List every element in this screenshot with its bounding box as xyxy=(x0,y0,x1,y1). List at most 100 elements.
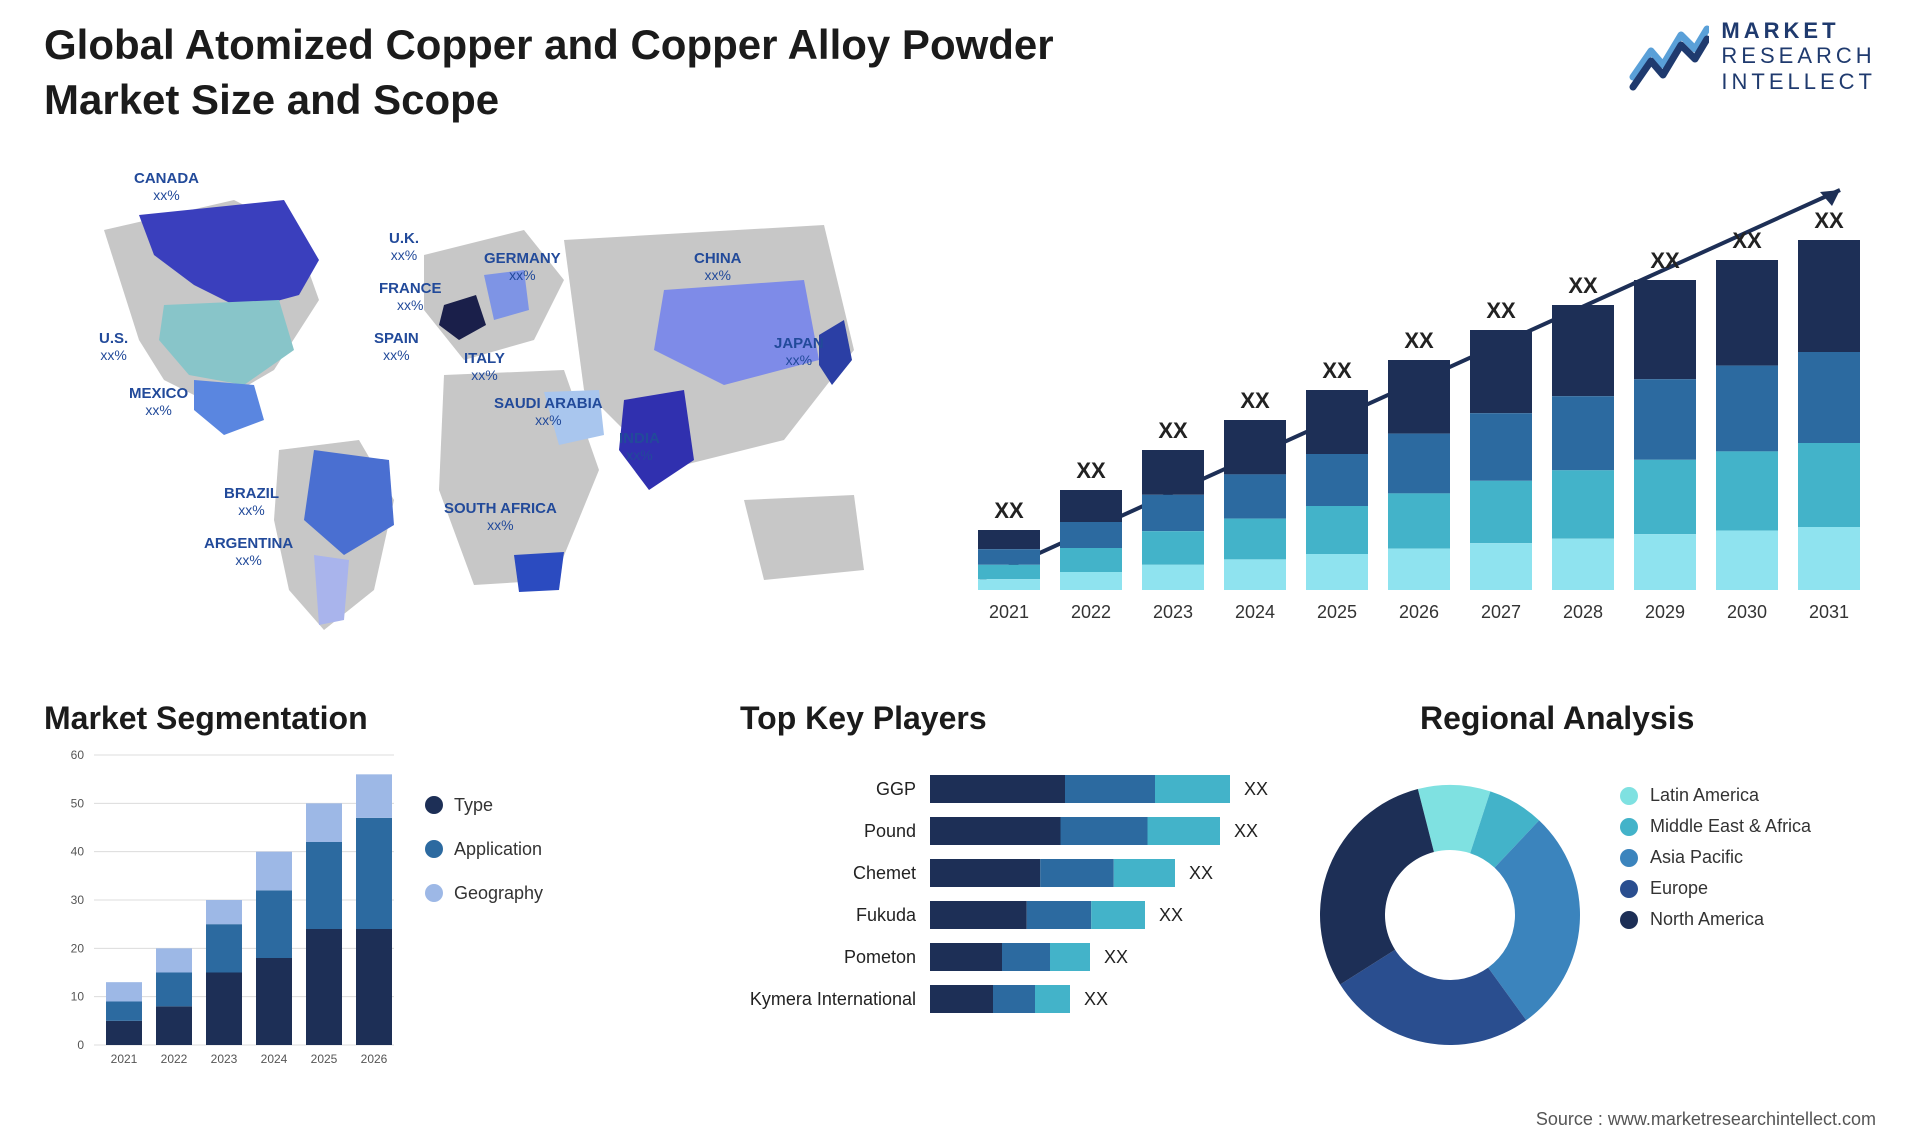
svg-text:XX: XX xyxy=(1104,947,1128,967)
legend-item-middle-east-africa: Middle East & Africa xyxy=(1620,816,1811,837)
page-title: Global Atomized Copper and Copper Alloy … xyxy=(44,18,1094,127)
map-label-italy: ITALYxx% xyxy=(464,350,505,383)
svg-text:Chemet: Chemet xyxy=(853,863,916,883)
segmentation-svg: 0 10 20 30 40 50 60 2021 2022 2023 2024 2025 2026 Typ… xyxy=(44,745,604,1090)
svg-text:XX: XX xyxy=(1234,821,1258,841)
svg-text:20: 20 xyxy=(71,941,85,955)
svg-text:40: 40 xyxy=(71,845,85,859)
regional-legend: Latin America Middle East & Africa Asia Pa… xyxy=(1620,775,1811,940)
svg-text:2027: 2027 xyxy=(1481,602,1521,622)
legend-item-north-america: North America xyxy=(1620,909,1811,930)
svg-text:GGP: GGP xyxy=(876,779,916,799)
world-map: CANADAxx% U.S.xx%MEXICOxx% BRAZILxx% ARGENT… xyxy=(44,160,904,660)
svg-text:2023: 2023 xyxy=(211,1052,238,1066)
svg-text:2031: 2031 xyxy=(1809,602,1849,622)
map-label-south-africa: SOUTH AFRICAxx% xyxy=(444,500,557,533)
svg-text:Type: Type xyxy=(454,795,493,815)
svg-text:10: 10 xyxy=(71,990,85,1004)
legend-dot-icon xyxy=(1620,880,1638,898)
svg-text:Fukuda: Fukuda xyxy=(856,905,917,925)
svg-text:XX: XX xyxy=(1159,905,1183,925)
svg-text:2028: 2028 xyxy=(1563,602,1603,622)
svg-text:XX: XX xyxy=(994,498,1024,523)
svg-text:60: 60 xyxy=(71,748,85,762)
svg-text:Application: Application xyxy=(454,839,542,859)
svg-text:XX: XX xyxy=(1486,298,1516,323)
legend-label: Latin America xyxy=(1650,785,1759,806)
svg-text:XX: XX xyxy=(1814,208,1844,233)
logo-line-2: RESEARCH xyxy=(1721,43,1876,68)
svg-text:XX: XX xyxy=(1076,458,1106,483)
map-label-u.s.: U.S.xx% xyxy=(99,330,128,363)
svg-text:2025: 2025 xyxy=(1317,602,1357,622)
svg-text:XX: XX xyxy=(1322,358,1352,383)
svg-text:XX: XX xyxy=(1084,989,1108,1009)
legend-dot-icon xyxy=(1620,911,1638,929)
map-label-japan: JAPANxx% xyxy=(774,335,824,368)
svg-text:2022: 2022 xyxy=(161,1052,188,1066)
legend-item-asia-pacific: Asia Pacific xyxy=(1620,847,1811,868)
svg-text:2022: 2022 xyxy=(1071,602,1111,622)
regional-chart: Latin America Middle East & Africa Asia Pa… xyxy=(1300,745,1880,1090)
legend-label: Europe xyxy=(1650,878,1708,899)
svg-text:2026: 2026 xyxy=(361,1052,388,1066)
svg-text:XX: XX xyxy=(1158,418,1188,443)
players-title: Top Key Players xyxy=(740,700,987,737)
map-label-germany: GERMANYxx% xyxy=(484,250,561,283)
legend-dot-icon xyxy=(1620,818,1638,836)
svg-text:2029: 2029 xyxy=(1645,602,1685,622)
svg-text:XX: XX xyxy=(1404,328,1434,353)
logo-line-1: MARKET xyxy=(1721,18,1876,43)
svg-text:2021: 2021 xyxy=(111,1052,138,1066)
legend-label: Asia Pacific xyxy=(1650,847,1743,868)
svg-text:XX: XX xyxy=(1650,248,1680,273)
source-attribution: Source : www.marketresearchintellect.com xyxy=(1536,1109,1876,1130)
svg-text:Pound: Pound xyxy=(864,821,916,841)
svg-text:Geography: Geography xyxy=(454,883,543,903)
market-size-bar-chart: XX 2021 XX 2022 XX 2023 XX 2024 XX 2025 XX 2026 XX 20… xyxy=(960,160,1870,650)
svg-text:Kymera International: Kymera International xyxy=(750,989,916,1009)
segmentation-title: Market Segmentation xyxy=(44,700,368,737)
legend-item-latin-america: Latin America xyxy=(1620,785,1811,806)
svg-text:XX: XX xyxy=(1189,863,1213,883)
svg-text:50: 50 xyxy=(71,796,85,810)
svg-text:2025: 2025 xyxy=(311,1052,338,1066)
map-label-india: INDIAxx% xyxy=(619,430,660,463)
map-label-brazil: BRAZILxx% xyxy=(224,485,279,518)
logo-mark-icon xyxy=(1629,21,1709,91)
header: Global Atomized Copper and Copper Alloy … xyxy=(44,18,1876,127)
svg-text:2024: 2024 xyxy=(1235,602,1275,622)
segmentation-chart: 0 10 20 30 40 50 60 2021 2022 2023 2024 2025 2026 Typ… xyxy=(44,745,604,1090)
svg-text:XX: XX xyxy=(1732,228,1762,253)
svg-text:2026: 2026 xyxy=(1399,602,1439,622)
regional-donut-svg xyxy=(1300,765,1600,1065)
players-svg: GGP XX Pound XX Chemet XX Fukuda XX Pometon XX Kym… xyxy=(740,745,1280,1090)
brand-logo: MARKET RESEARCH INTELLECT xyxy=(1629,18,1876,94)
svg-text:Pometon: Pometon xyxy=(844,947,916,967)
svg-text:2021: 2021 xyxy=(989,602,1029,622)
logo-line-3: INTELLECT xyxy=(1721,69,1876,94)
map-label-argentina: ARGENTINAxx% xyxy=(204,535,293,568)
map-label-france: FRANCExx% xyxy=(379,280,442,313)
map-label-spain: SPAINxx% xyxy=(374,330,419,363)
svg-text:30: 30 xyxy=(71,893,85,907)
map-label-canada: CANADAxx% xyxy=(134,170,199,203)
players-chart: GGP XX Pound XX Chemet XX Fukuda XX Pometon XX Kym… xyxy=(740,745,1280,1090)
map-label-mexico: MEXICOxx% xyxy=(129,385,188,418)
legend-dot-icon xyxy=(1620,787,1638,805)
legend-label: North America xyxy=(1650,909,1764,930)
svg-text:2024: 2024 xyxy=(261,1052,288,1066)
legend-item-europe: Europe xyxy=(1620,878,1811,899)
map-label-saudi-arabia: SAUDI ARABIAxx% xyxy=(494,395,603,428)
legend-label: Middle East & Africa xyxy=(1650,816,1811,837)
legend-dot-icon xyxy=(1620,849,1638,867)
svg-text:0: 0 xyxy=(77,1038,84,1052)
svg-text:XX: XX xyxy=(1568,273,1598,298)
svg-text:XX: XX xyxy=(1244,779,1268,799)
logo-text: MARKET RESEARCH INTELLECT xyxy=(1721,18,1876,94)
map-label-u.k.: U.K.xx% xyxy=(389,230,419,263)
svg-text:2030: 2030 xyxy=(1727,602,1767,622)
svg-text:2023: 2023 xyxy=(1153,602,1193,622)
market-size-bar-svg: XX 2021 XX 2022 XX 2023 XX 2024 XX 2025 XX 2026 XX 20… xyxy=(960,160,1870,650)
svg-text:XX: XX xyxy=(1240,388,1270,413)
